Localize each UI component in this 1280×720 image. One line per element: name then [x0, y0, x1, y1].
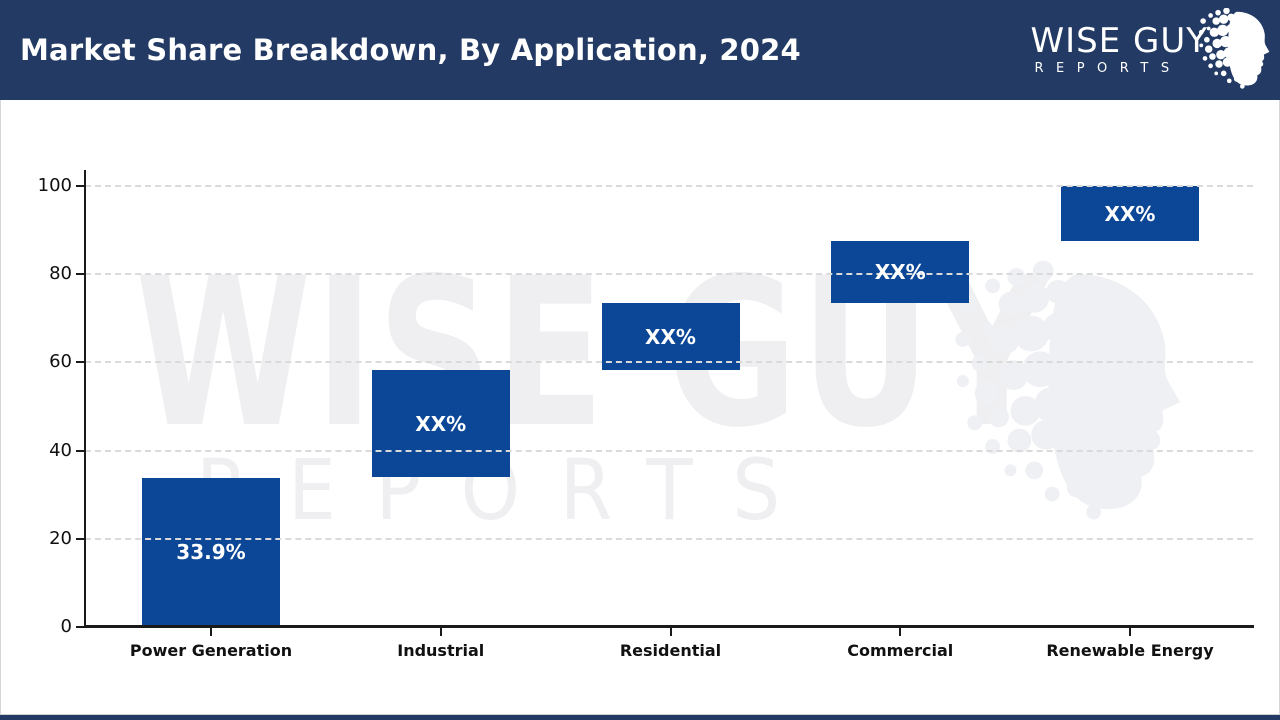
footer-bar — [0, 714, 1280, 720]
x-axis-line — [84, 625, 1254, 628]
y-axis-tick-label: 20 — [49, 527, 72, 549]
bar-segment — [371, 370, 510, 478]
x-axis-tick — [669, 628, 672, 636]
bar-value-label: XX% — [874, 260, 926, 285]
x-axis-tick-label: Renewable Energy — [1046, 641, 1214, 660]
header-bar: Market Share Breakdown, By Application, … — [0, 0, 1280, 100]
y-axis-tick-label: 60 — [49, 351, 72, 373]
logo-face-icon — [1198, 8, 1270, 89]
y-axis-line — [84, 170, 86, 628]
x-axis-tick-label: Residential — [619, 641, 722, 660]
bar-segment — [142, 477, 280, 627]
y-axis-tick — [76, 537, 85, 540]
y-axis-tick — [76, 185, 85, 187]
gridline-80 — [85, 273, 1253, 276]
wiseguy-logo: WISE GUY REPORTS — [1030, 6, 1272, 94]
y-axis-tick-label: 100 — [37, 175, 72, 196]
y-axis-tick — [76, 361, 85, 364]
gridline-20 — [85, 537, 1253, 540]
gridline-100 — [85, 185, 1253, 187]
bar-value-label: XX% — [645, 324, 696, 349]
y-axis-tick-label: 80 — [49, 263, 72, 285]
bar-value-label: XX% — [1104, 201, 1156, 226]
y-axis-tick — [76, 273, 85, 276]
bar-value-label: 33.9% — [176, 540, 246, 565]
logo-text: WISE GUY REPORTS — [1030, 20, 1208, 77]
bar-segment — [1061, 186, 1199, 242]
x-axis-tick-label: Power Generation — [129, 641, 293, 660]
y-axis-tick-label: 0 — [60, 616, 72, 637]
x-axis-tick — [1129, 628, 1131, 636]
logo-wiseguy-text: WISE GUY — [1030, 20, 1208, 61]
bar-value-label: XX% — [415, 411, 467, 436]
bar-segment — [601, 303, 740, 371]
x-axis-tick-label: Commercial — [847, 641, 954, 660]
y-axis-tick — [76, 449, 85, 452]
x-axis-tick-label: Industrial — [397, 641, 485, 660]
x-axis-tick — [439, 628, 442, 636]
x-axis-tick — [899, 628, 902, 636]
logo-reports-text: REPORTS — [1034, 61, 1182, 77]
y-axis-tick — [76, 626, 85, 628]
y-axis-tick-label: 40 — [49, 439, 72, 461]
gridline-60 — [85, 361, 1253, 364]
bar-segment — [831, 241, 970, 304]
chart-title: Market Share Breakdown, By Application, … — [20, 33, 801, 67]
x-axis-tick — [210, 628, 212, 636]
gridline-40 — [85, 449, 1253, 452]
